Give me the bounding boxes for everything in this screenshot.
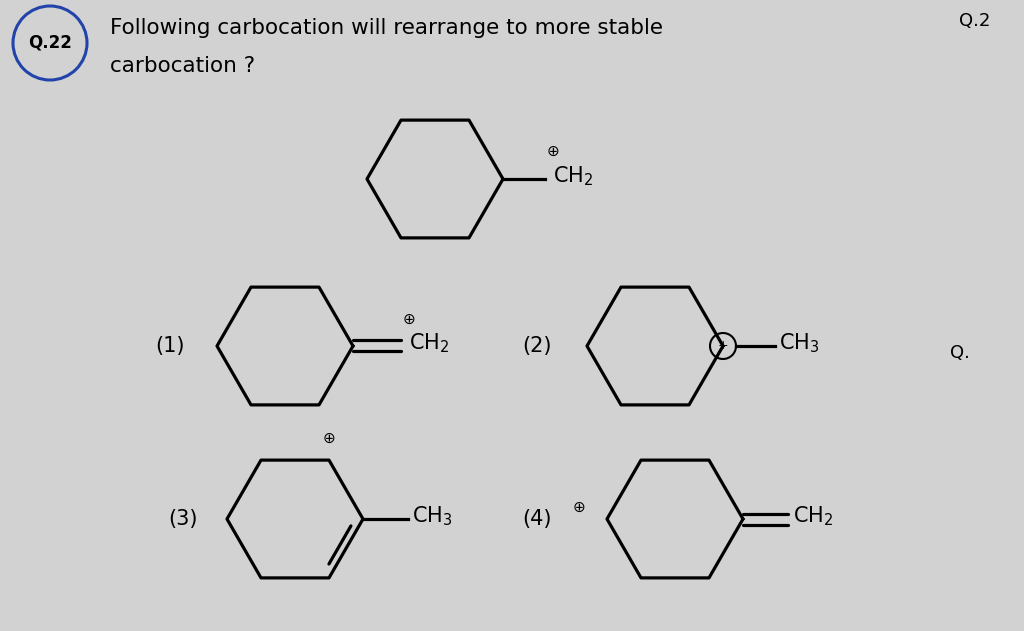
- Text: $\mathdefault{CH_2}$: $\mathdefault{CH_2}$: [409, 331, 450, 355]
- Text: Q.22: Q.22: [28, 34, 72, 52]
- Text: (3): (3): [168, 509, 198, 529]
- Text: (4): (4): [522, 509, 552, 529]
- Text: $\mathdefault{CH_3}$: $\mathdefault{CH_3}$: [779, 331, 819, 355]
- Text: carbocation ?: carbocation ?: [110, 56, 255, 76]
- Text: Following carbocation will rearrange to more stable: Following carbocation will rearrange to …: [110, 18, 663, 38]
- Text: ⊕: ⊕: [323, 430, 336, 445]
- Text: ⊕: ⊕: [402, 312, 416, 326]
- Text: Q.: Q.: [950, 344, 970, 362]
- Text: Q.2: Q.2: [958, 12, 990, 30]
- Text: $\mathdefault{CH_3}$: $\mathdefault{CH_3}$: [412, 504, 453, 528]
- Text: +: +: [718, 339, 728, 353]
- Text: (2): (2): [522, 336, 552, 356]
- Text: (1): (1): [155, 336, 184, 356]
- Text: $\mathdefault{CH_2}$: $\mathdefault{CH_2}$: [793, 504, 834, 528]
- Text: ⊕: ⊕: [572, 500, 586, 514]
- Text: ⊕: ⊕: [547, 143, 559, 158]
- Text: $\mathdefault{CH_2}$: $\mathdefault{CH_2}$: [553, 164, 593, 188]
